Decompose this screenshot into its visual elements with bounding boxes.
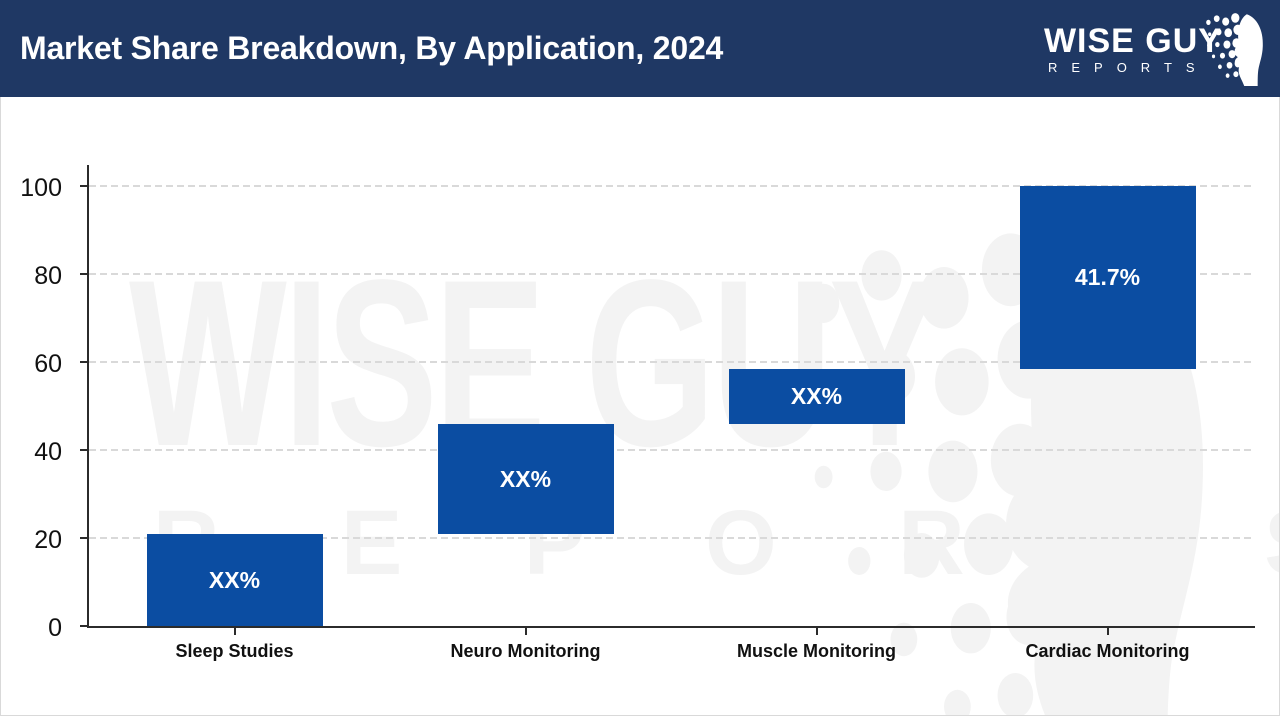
y-tick-label: 60 <box>34 350 62 378</box>
gridline-100 <box>89 185 1253 187</box>
bar-neuro-monitoring: XX% <box>437 424 614 535</box>
bar-value-label: XX% <box>208 566 261 593</box>
logo-text: WISE GUY REPORTS <box>1044 24 1222 74</box>
y-tick-mark <box>80 537 88 539</box>
x-axis-line <box>87 626 1255 628</box>
gridline-40 <box>89 449 1253 451</box>
y-tick-mark <box>80 185 88 187</box>
x-tick-mark <box>233 628 236 635</box>
y-tick-label: 100 <box>20 174 62 202</box>
y-tick-mark <box>80 625 88 627</box>
page-title: Market Share Breakdown, By Application, … <box>20 30 724 66</box>
x-category-label: Neuro Monitoring <box>450 641 601 661</box>
wiseguy-logo: WISE GUY REPORTS <box>1044 12 1266 86</box>
x-category-label: Muscle Monitoring <box>737 641 896 661</box>
bar-sleep-studies: XX% <box>146 534 323 626</box>
y-axis-line <box>87 165 89 628</box>
gridline-20 <box>89 537 1253 539</box>
bar-cardiac-monitoring: 41.7% <box>1019 186 1196 370</box>
y-tick-label: 0 <box>48 614 62 642</box>
gridline-60 <box>89 361 1253 363</box>
x-tick-mark <box>524 628 527 635</box>
y-tick-label: 80 <box>34 262 62 290</box>
bar-value-label: XX% <box>790 383 843 410</box>
bar-muscle-monitoring: XX% <box>728 369 905 425</box>
gridline-80 <box>89 273 1253 275</box>
x-category-label: Sleep Studies <box>175 641 294 661</box>
logo-wordmark: WISE GUY <box>1043 21 1222 60</box>
x-tick-mark <box>1106 628 1109 635</box>
y-tick-label: 40 <box>34 438 62 466</box>
x-category-label: Cardiac Monitoring <box>1025 641 1190 661</box>
logo-subtext: REPORTS <box>1047 59 1209 75</box>
y-tick-mark <box>80 361 88 363</box>
wiseguy-head-icon <box>1206 12 1263 86</box>
x-tick-mark <box>815 628 818 635</box>
header-bar: Market Share Breakdown, By Application, … <box>0 0 1280 97</box>
y-tick-label: 20 <box>34 526 62 554</box>
y-tick-mark <box>80 273 88 275</box>
bar-value-label: 41.7% <box>1074 264 1141 291</box>
y-tick-mark <box>80 449 88 451</box>
bar-value-label: XX% <box>499 465 552 492</box>
